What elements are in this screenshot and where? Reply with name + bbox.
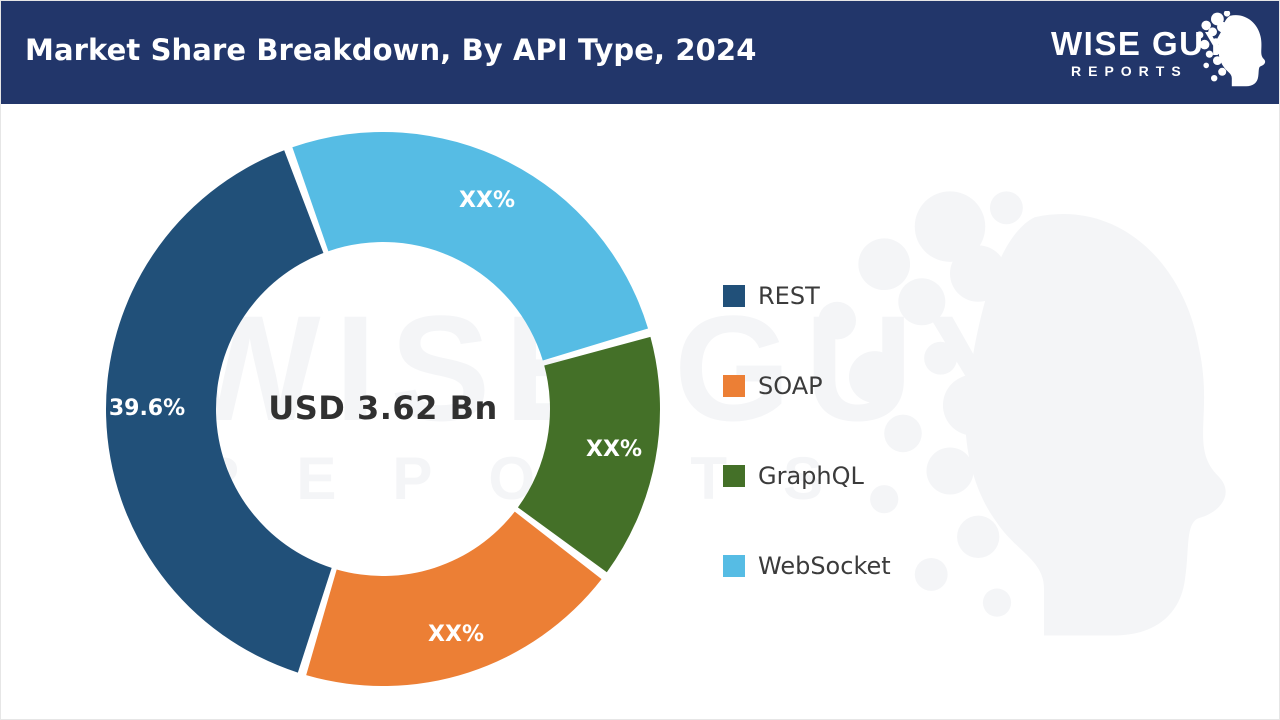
logo-wordmark-sub: REPORTS <box>1071 63 1188 79</box>
page-title: Market Share Breakdown, By API Type, 202… <box>25 33 757 67</box>
legend-label-soap: SOAP <box>758 372 823 400</box>
chart-legend: REST SOAP GraphQL WebSocket <box>723 251 1023 611</box>
legend-swatch-graphql <box>723 465 745 487</box>
donut-slice-rest[interactable] <box>105 150 332 673</box>
legend-swatch-websocket <box>723 555 745 577</box>
logo-wordmark-main: WISE GUY <box>1051 25 1229 62</box>
donut-slice-labels: 39.6% XX% XX% XX% <box>109 188 642 647</box>
donut-slice-graphql[interactable] <box>517 336 660 573</box>
legend-item-rest[interactable]: REST <box>723 251 1023 341</box>
legend-swatch-rest <box>723 285 745 307</box>
legend-label-websocket: WebSocket <box>758 552 891 580</box>
donut-slice-soap[interactable] <box>306 511 602 686</box>
legend-item-graphql[interactable]: GraphQL <box>723 431 1023 521</box>
legend-label-graphql: GraphQL <box>758 462 864 490</box>
chart-plot-area: WISE GUY REPORTS <box>1 104 1279 719</box>
wise-guy-reports-logo: WISE GUY REPORTS <box>1049 9 1275 93</box>
donut-chart: 39.6% XX% XX% XX% USD 3.62 Bn <box>1 104 701 719</box>
donut-slice-label-soap: XX% <box>428 622 484 647</box>
legend-item-websocket[interactable]: WebSocket <box>723 521 1023 611</box>
donut-slice-label-rest: 39.6% <box>109 396 185 421</box>
donut-slice-websocket[interactable] <box>292 132 649 361</box>
legend-item-soap[interactable]: SOAP <box>723 341 1023 431</box>
donut-slice-label-graphql: XX% <box>586 437 642 462</box>
dotted-head-profile-icon <box>1196 11 1266 87</box>
donut-slice-label-websocket: XX% <box>459 188 515 213</box>
legend-label-rest: REST <box>758 282 820 310</box>
donut-center-value: USD 3.62 Bn <box>268 389 498 427</box>
donut-chart-svg: 39.6% XX% XX% XX% <box>105 132 660 686</box>
donut-slices <box>105 132 660 686</box>
legend-swatch-soap <box>723 375 745 397</box>
header-bar: Market Share Breakdown, By API Type, 202… <box>1 1 1279 104</box>
